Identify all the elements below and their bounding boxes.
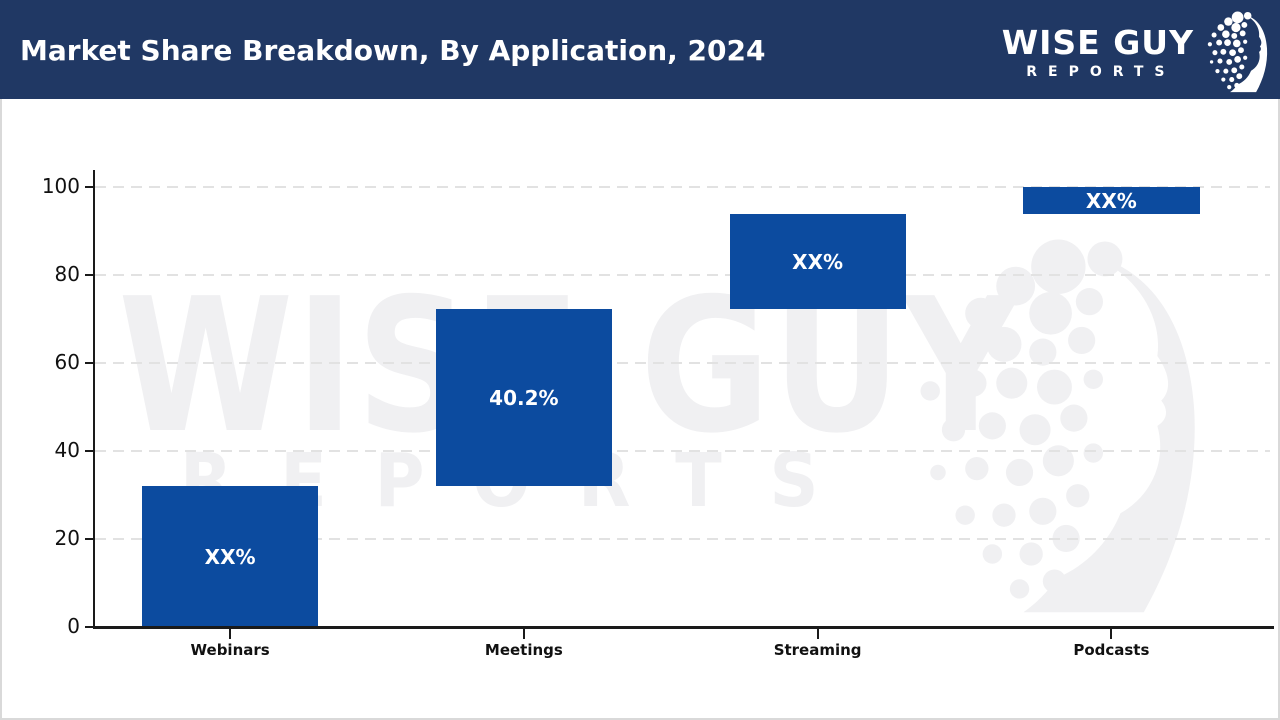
brand-name: WISE GUY — [1001, 22, 1194, 62]
y-tick-60 — [85, 362, 94, 364]
x-tick-label-podcasts: Podcasts — [1073, 641, 1150, 659]
y-tick-20 — [85, 538, 94, 540]
bar-label-streaming: XX% — [792, 249, 844, 274]
x-tick-label-meetings: Meetings — [484, 641, 563, 659]
x-tick-label-streaming: Streaming — [773, 641, 862, 659]
x-tick-webinars — [229, 629, 232, 639]
bar-webinars: XX% — [142, 486, 319, 627]
y-tick-40 — [85, 450, 94, 452]
bar-streaming: XX% — [729, 214, 906, 310]
gridline-60 — [95, 362, 1270, 364]
x-axis-spine — [93, 626, 1274, 629]
y-tick-label-100: 100 — [41, 174, 80, 198]
frame-border-bottom — [0, 718, 1280, 720]
gridline-80 — [95, 274, 1270, 276]
brand-logo: WISE GUY REPORTS — [1002, 6, 1270, 96]
frame-border-right — [1278, 99, 1280, 720]
x-tick-streaming — [816, 629, 819, 639]
bar-label-meetings: 40.2% — [489, 385, 559, 410]
y-tick-label-40: 40 — [54, 438, 80, 462]
y-tick-100 — [85, 186, 94, 188]
x-tick-podcasts — [1110, 629, 1113, 639]
y-tick-0 — [85, 626, 94, 628]
bar-label-podcasts: XX% — [1085, 188, 1137, 213]
brand-logo-text: WISE GUY REPORTS — [1002, 23, 1194, 80]
watermark-head-icon — [920, 239, 1195, 613]
y-axis-spine — [93, 170, 95, 629]
y-tick-label-20: 20 — [54, 526, 80, 550]
bar-podcasts: XX% — [1023, 187, 1200, 215]
bar-label-webinars: XX% — [204, 544, 256, 569]
x-tick-label-webinars: Webinars — [190, 641, 270, 659]
frame-border-left — [0, 99, 2, 720]
y-tick-80 — [85, 274, 94, 276]
page-title: Market Share Breakdown, By Application, … — [20, 34, 766, 67]
brand-head-icon — [1207, 11, 1268, 93]
gridline-20 — [95, 538, 1270, 540]
brand-subname: REPORTS — [1026, 63, 1176, 80]
y-tick-label-80: 80 — [54, 262, 80, 286]
gridline-100 — [95, 186, 1270, 188]
bar-meetings: 40.2% — [435, 309, 612, 487]
x-tick-meetings — [522, 629, 525, 639]
y-tick-label-0: 0 — [67, 614, 80, 638]
gridline-40 — [95, 450, 1270, 452]
header-bar: Market Share Breakdown, By Application, … — [0, 0, 1280, 99]
y-tick-label-60: 60 — [54, 350, 80, 374]
